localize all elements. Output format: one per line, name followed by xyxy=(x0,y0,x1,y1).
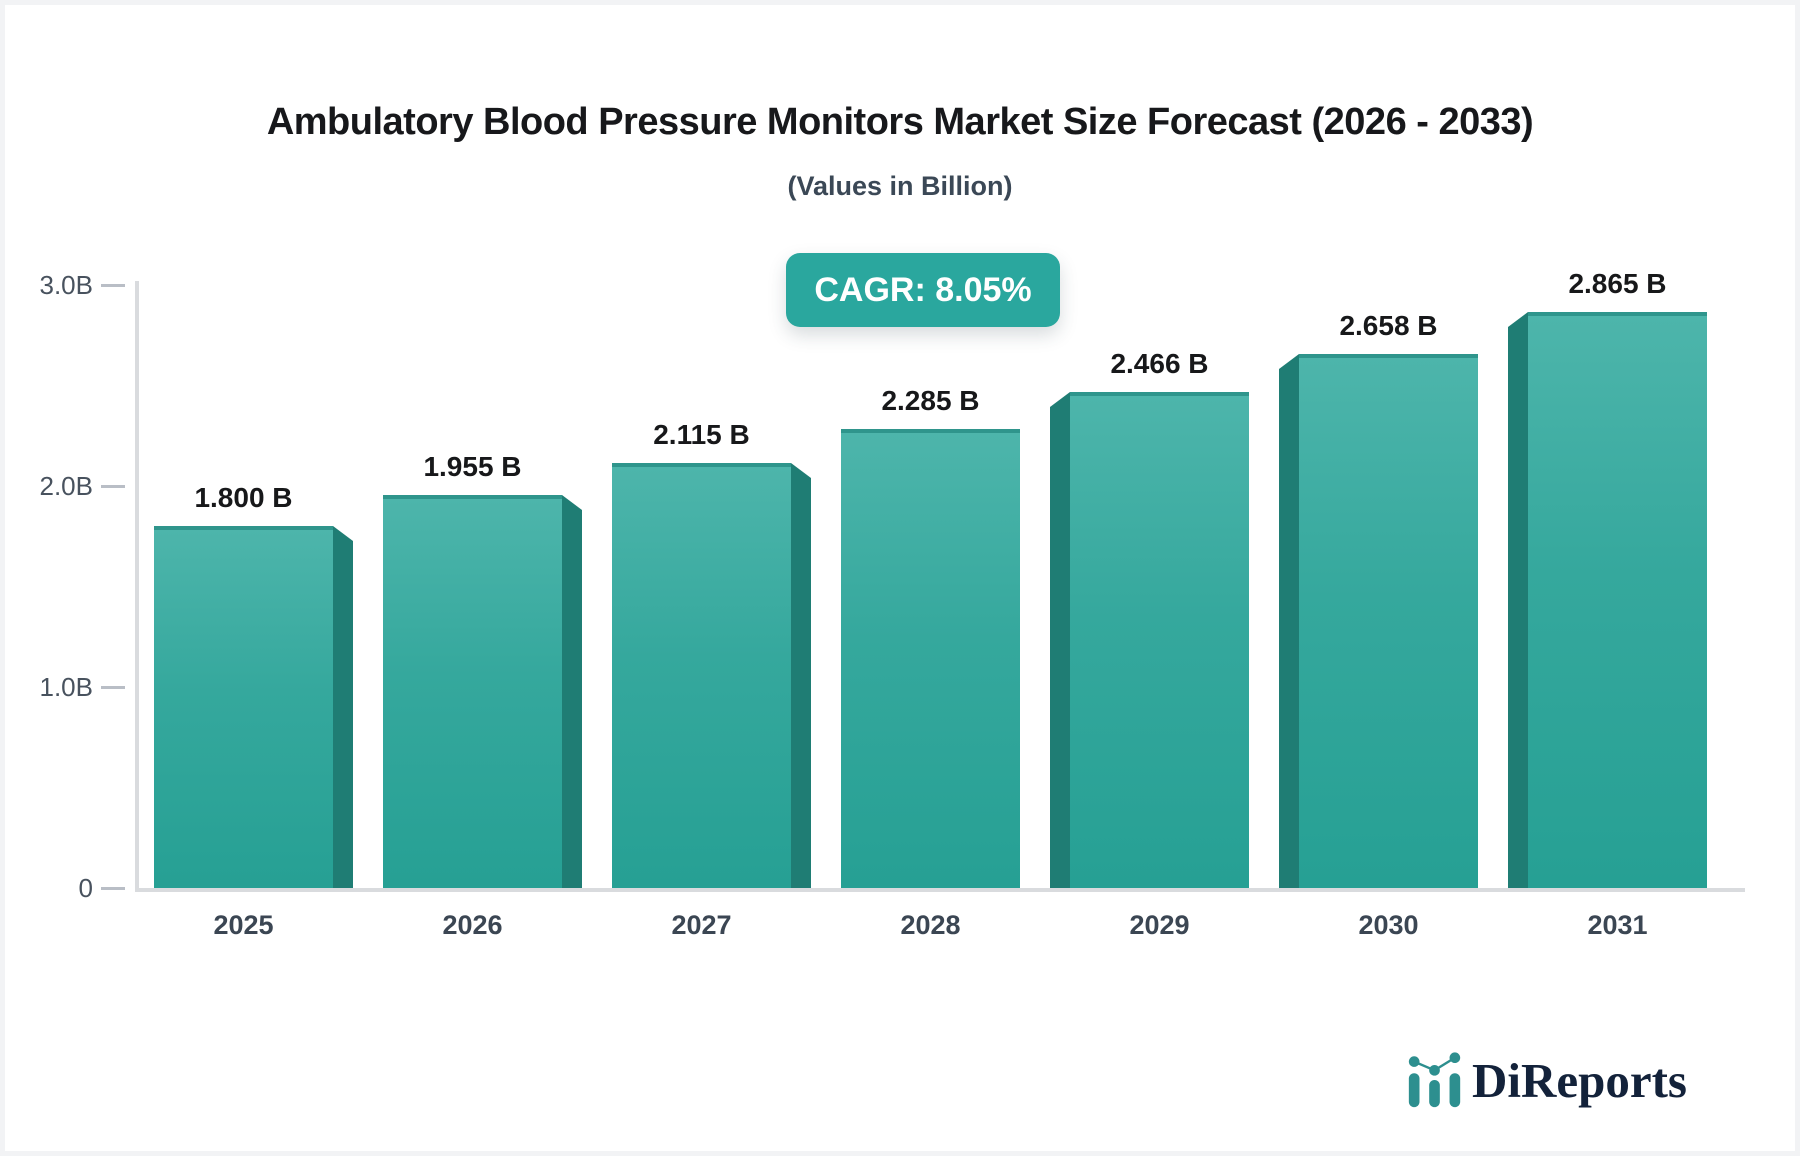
page-title: Ambulatory Blood Pressure Monitors Marke… xyxy=(266,101,1534,143)
bar-value-label: 2.865 B xyxy=(1568,268,1667,299)
bar-value-label: 2.115 B xyxy=(653,419,750,450)
bar-side-2031 xyxy=(1508,312,1528,888)
bar-value-label: 1.800 B xyxy=(194,482,293,513)
bar-2030 xyxy=(1299,354,1478,888)
chart-card: Ambulatory Blood Pressure Monitors Marke… xyxy=(5,5,1795,1151)
x-axis-baseline xyxy=(135,888,1745,892)
bar-side-2025 xyxy=(333,526,353,888)
direports-logo: DiReports xyxy=(1404,1047,1687,1113)
x-axis-label: 2025 xyxy=(213,910,274,940)
bar-value-label: 2.466 B xyxy=(1110,348,1209,379)
bar-side-2027 xyxy=(791,463,811,888)
bar-line-chart-icon xyxy=(1408,1052,1461,1108)
y-tick-dash xyxy=(101,485,125,488)
y-axis-label: 2.0B xyxy=(39,471,94,501)
bar-side-2026 xyxy=(562,495,582,888)
cagr-badge-label: CAGR: 8.05% xyxy=(814,270,1032,309)
bar-value-label: 2.658 B xyxy=(1339,310,1438,341)
y-axis-label: 0 xyxy=(78,873,93,903)
x-axis-label: 2028 xyxy=(900,910,961,940)
x-axis-label: 2026 xyxy=(442,910,503,940)
y-tick-dash xyxy=(101,686,125,689)
cagr-badge: CAGR: 8.05% xyxy=(786,253,1060,327)
y-axis-line xyxy=(135,281,139,890)
y-axis-label: 3.0B xyxy=(39,270,94,300)
bar-2025 xyxy=(154,526,333,888)
bar-2031 xyxy=(1528,312,1707,888)
y-tick-dash xyxy=(101,284,125,287)
x-axis-label: 2027 xyxy=(671,910,732,940)
bar-side-2030 xyxy=(1279,354,1299,888)
x-axis-label: 2030 xyxy=(1358,910,1419,940)
bar-2026 xyxy=(383,495,562,888)
y-axis-label: 1.0B xyxy=(39,672,94,702)
bar-chart: 3.0B 2.0B 1.0B 0 1.800 B 1.955 B 2.115 B 2.285… xyxy=(5,5,1795,1151)
bar-2028 xyxy=(841,429,1020,888)
bar-value-label: 1.955 B xyxy=(423,451,522,482)
logo-text: DiReports xyxy=(1471,1052,1687,1108)
bar-value-label: 2.285 B xyxy=(881,385,980,416)
bar-side-2029 xyxy=(1050,392,1070,888)
bar-2029 xyxy=(1070,392,1249,888)
chart-subtitle: (Values in Billion) xyxy=(787,171,1013,201)
y-tick-dash xyxy=(101,887,125,890)
x-axis-label: 2031 xyxy=(1587,910,1648,940)
bar-2027 xyxy=(612,463,791,888)
x-axis-label: 2029 xyxy=(1129,910,1190,940)
